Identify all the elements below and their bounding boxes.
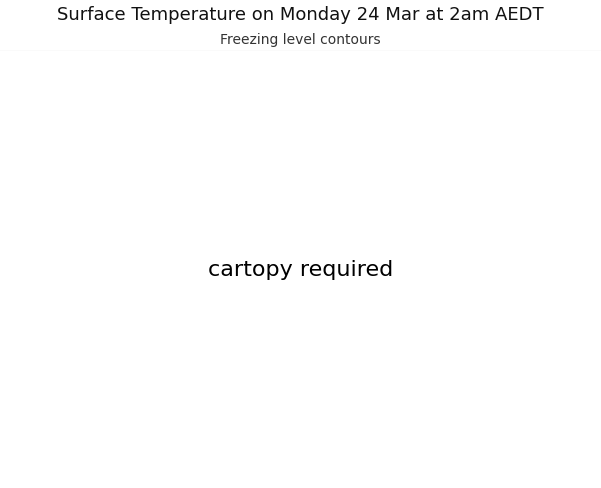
- Text: cartopy required: cartopy required: [208, 260, 393, 280]
- Text: Surface Temperature on Monday 24 Mar at 2am AEDT: Surface Temperature on Monday 24 Mar at …: [57, 6, 544, 24]
- Text: Freezing level contours: Freezing level contours: [220, 33, 381, 47]
